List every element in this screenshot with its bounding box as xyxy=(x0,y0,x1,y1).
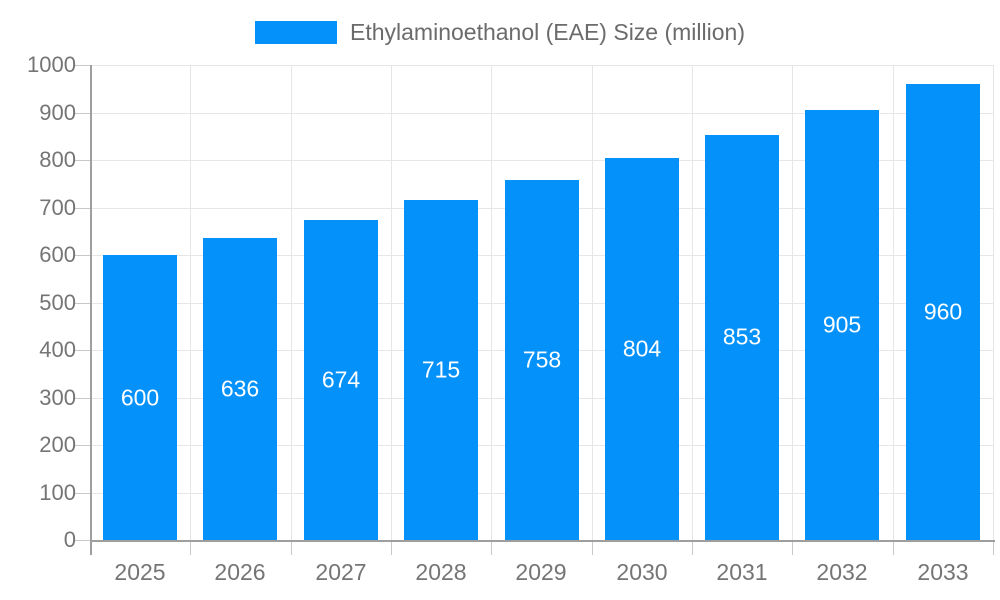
x-tick xyxy=(893,540,894,555)
y-axis-line xyxy=(90,65,92,555)
bar-2025[interactable] xyxy=(103,255,177,540)
v-gridline xyxy=(993,65,994,540)
bar-2030[interactable] xyxy=(605,158,679,540)
x-tick xyxy=(592,540,593,555)
y-tick xyxy=(75,398,90,399)
v-gridline xyxy=(491,65,492,540)
y-tick xyxy=(75,113,90,114)
v-gridline xyxy=(291,65,292,540)
x-axis-label: 2033 xyxy=(917,559,969,585)
y-axis-label: 900 xyxy=(39,100,76,125)
x-axis-label: 2031 xyxy=(716,559,768,585)
y-axis-label: 200 xyxy=(39,432,76,457)
x-tick xyxy=(491,540,492,555)
bar-2027[interactable] xyxy=(304,220,378,540)
bar-2033[interactable] xyxy=(906,84,980,540)
legend[interactable]: Ethylaminoethanol (EAE) Size (million) xyxy=(0,18,1000,46)
y-tick xyxy=(75,160,90,161)
x-tick xyxy=(792,540,793,555)
y-tick xyxy=(75,540,90,541)
y-axis-label: 600 xyxy=(39,242,76,267)
v-gridline xyxy=(592,65,593,540)
y-axis-label: 800 xyxy=(39,147,76,172)
h-gridline xyxy=(90,113,993,114)
legend-label: Ethylaminoethanol (EAE) Size (million) xyxy=(350,19,745,45)
x-axis-label: 2029 xyxy=(515,559,567,585)
x-axis-label: 2025 xyxy=(114,559,166,585)
h-gridline xyxy=(90,160,993,161)
x-axis-line xyxy=(90,540,995,542)
x-axis-label: 2032 xyxy=(816,559,868,585)
v-gridline xyxy=(893,65,894,540)
y-axis-label: 300 xyxy=(39,385,76,410)
y-axis-label: 500 xyxy=(39,290,76,315)
legend-swatch xyxy=(255,20,337,44)
y-tick xyxy=(75,255,90,256)
x-axis-label: 2028 xyxy=(415,559,467,585)
y-axis-label: 100 xyxy=(39,480,76,505)
y-tick xyxy=(75,493,90,494)
bar-2026[interactable] xyxy=(203,238,277,540)
h-gridline xyxy=(90,65,993,66)
v-gridline xyxy=(391,65,392,540)
y-tick xyxy=(75,208,90,209)
x-axis-label: 2030 xyxy=(616,559,668,585)
y-tick xyxy=(75,445,90,446)
v-gridline xyxy=(792,65,793,540)
y-tick xyxy=(75,303,90,304)
x-tick xyxy=(190,540,191,555)
y-axis-label: 400 xyxy=(39,337,76,362)
bar-2028[interactable] xyxy=(404,200,478,540)
x-tick xyxy=(291,540,292,555)
y-axis-label: 700 xyxy=(39,195,76,220)
y-tick xyxy=(75,65,90,66)
y-axis-label: 0 xyxy=(63,527,76,552)
v-gridline xyxy=(190,65,191,540)
x-axis-label: 2027 xyxy=(315,559,367,585)
x-axis-label: 2026 xyxy=(214,559,266,585)
bar-2029[interactable] xyxy=(505,180,579,540)
y-tick xyxy=(75,350,90,351)
bar-2031[interactable] xyxy=(705,135,779,540)
x-tick xyxy=(692,540,693,555)
v-gridline xyxy=(692,65,693,540)
x-tick xyxy=(993,540,994,555)
x-tick xyxy=(391,540,392,555)
y-axis-label: 1000 xyxy=(27,52,76,77)
bar-2032[interactable] xyxy=(805,110,879,540)
